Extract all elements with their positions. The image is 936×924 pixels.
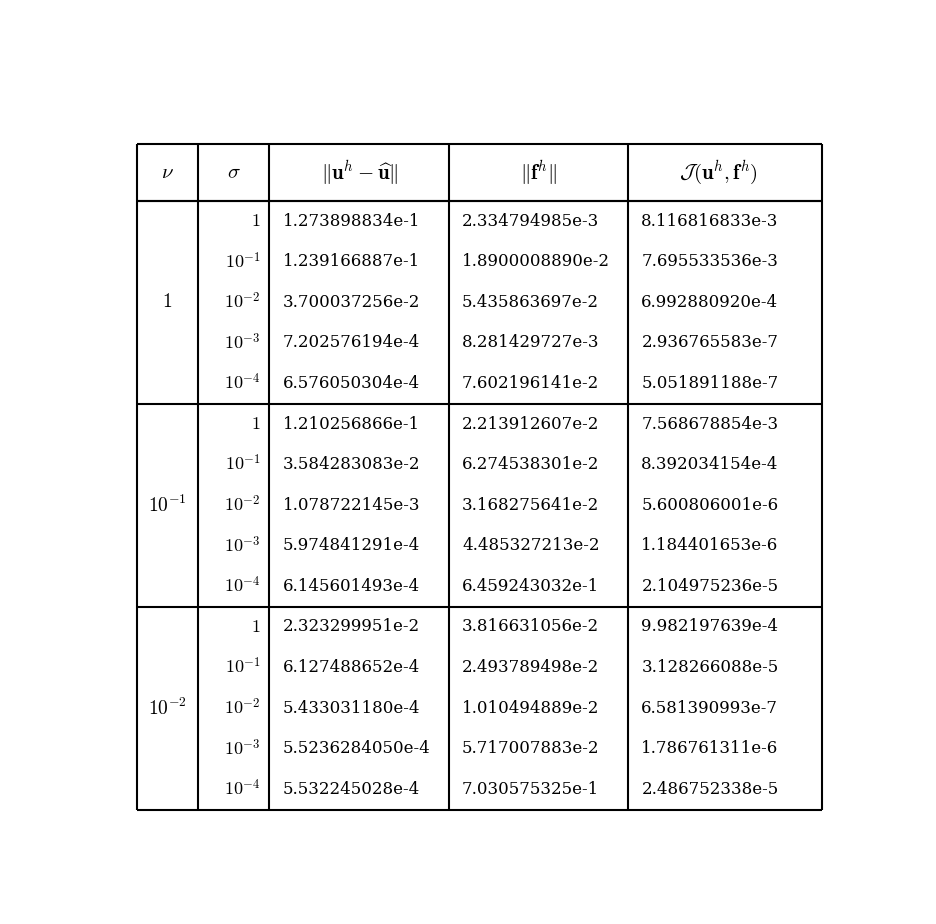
Text: $10^{-2}$: $10^{-2}$ [225,698,261,718]
Text: $10^{-4}$: $10^{-4}$ [225,576,261,597]
Text: 6.581390993e-7: 6.581390993e-7 [641,699,779,717]
Text: 2.334794985e-3: 2.334794985e-3 [462,213,599,230]
Text: 1.210256866e-1: 1.210256866e-1 [283,416,419,432]
Text: 1.8900008890e-2: 1.8900008890e-2 [462,253,610,270]
Text: 6.145601493e-4: 6.145601493e-4 [283,578,419,595]
Text: $10^{-1}$: $10^{-1}$ [225,657,261,678]
Text: 1.239166887e-1: 1.239166887e-1 [283,253,419,270]
Text: $10^{-3}$: $10^{-3}$ [225,738,261,759]
Text: 2.493789498e-2: 2.493789498e-2 [462,659,599,676]
Text: 3.584283083e-2: 3.584283083e-2 [283,456,420,473]
Text: 2.104975236e-5: 2.104975236e-5 [641,578,779,595]
Text: 3.128266088e-5: 3.128266088e-5 [641,659,779,676]
Text: 6.127488652e-4: 6.127488652e-4 [283,659,419,676]
Text: 4.485327213e-2: 4.485327213e-2 [462,537,599,554]
Text: $\sigma$: $\sigma$ [227,164,241,182]
Text: 7.602196141e-2: 7.602196141e-2 [462,375,599,392]
Text: 2.323299951e-2: 2.323299951e-2 [283,618,419,636]
Text: 7.695533536e-3: 7.695533536e-3 [641,253,778,270]
Text: $\|\mathbf{f}^h\|$: $\|\mathbf{f}^h\|$ [520,158,557,187]
Text: $10^{-3}$: $10^{-3}$ [225,536,261,556]
Text: 3.168275641e-2: 3.168275641e-2 [462,497,599,514]
Text: $1$: $1$ [251,213,261,230]
Text: 5.532245028e-4: 5.532245028e-4 [283,781,419,797]
Text: 3.700037256e-2: 3.700037256e-2 [283,294,420,310]
Text: $10^{-1}$: $10^{-1}$ [148,494,187,516]
Text: 2.486752338e-5: 2.486752338e-5 [641,781,779,797]
Text: 1.273898834e-1: 1.273898834e-1 [283,213,420,230]
Text: $10^{-4}$: $10^{-4}$ [225,373,261,394]
Text: 7.202576194e-4: 7.202576194e-4 [283,334,419,351]
Text: 6.274538301e-2: 6.274538301e-2 [462,456,599,473]
Text: $1$: $1$ [251,618,261,636]
Text: 1.078722145e-3: 1.078722145e-3 [283,497,420,514]
Text: 2.936765583e-7: 2.936765583e-7 [641,334,779,351]
Text: 5.433031180e-4: 5.433031180e-4 [283,699,420,717]
Text: $\nu$: $\nu$ [161,164,174,182]
Text: $\|\mathbf{u}^h - \widehat{\mathbf{u}}\|$: $\|\mathbf{u}^h - \widehat{\mathbf{u}}\|… [320,158,398,187]
Text: 5.974841291e-4: 5.974841291e-4 [283,537,419,554]
Text: $\mathcal{J}(\mathbf{u}^h, \mathbf{f}^h)$: $\mathcal{J}(\mathbf{u}^h, \mathbf{f}^h)… [679,159,757,187]
Text: 6.992880920e-4: 6.992880920e-4 [641,294,779,310]
Text: 5.717007883e-2: 5.717007883e-2 [462,740,599,757]
Text: $1$: $1$ [251,415,261,433]
Text: 1.786761311e-6: 1.786761311e-6 [641,740,779,757]
Text: 2.213912607e-2: 2.213912607e-2 [462,416,599,432]
Text: 1.010494889e-2: 1.010494889e-2 [462,699,599,717]
Text: $10^{-2}$: $10^{-2}$ [225,292,261,312]
Text: 7.568678854e-3: 7.568678854e-3 [641,416,779,432]
Text: 9.982197639e-4: 9.982197639e-4 [641,618,779,636]
Text: $10^{-3}$: $10^{-3}$ [225,333,261,353]
Text: $1$: $1$ [162,293,172,311]
Text: $10^{-2}$: $10^{-2}$ [148,698,187,719]
Text: 1.184401653e-6: 1.184401653e-6 [641,537,779,554]
Text: $10^{-1}$: $10^{-1}$ [225,455,261,475]
Text: 8.392034154e-4: 8.392034154e-4 [641,456,779,473]
Text: 7.030575325e-1: 7.030575325e-1 [462,781,599,797]
Text: 5.600806001e-6: 5.600806001e-6 [641,497,779,514]
Text: 8.281429727e-3: 8.281429727e-3 [462,334,599,351]
Text: 6.576050304e-4: 6.576050304e-4 [283,375,419,392]
Text: 6.459243032e-1: 6.459243032e-1 [462,578,599,595]
Text: 3.816631056e-2: 3.816631056e-2 [462,618,599,636]
Text: $10^{-4}$: $10^{-4}$ [225,779,261,799]
Text: $10^{-1}$: $10^{-1}$ [225,251,261,272]
Text: 5.435863697e-2: 5.435863697e-2 [462,294,599,310]
Text: 5.5236284050e-4: 5.5236284050e-4 [283,740,431,757]
Text: $10^{-2}$: $10^{-2}$ [225,495,261,516]
Text: 5.051891188e-7: 5.051891188e-7 [641,375,779,392]
Text: 8.116816833e-3: 8.116816833e-3 [641,213,779,230]
